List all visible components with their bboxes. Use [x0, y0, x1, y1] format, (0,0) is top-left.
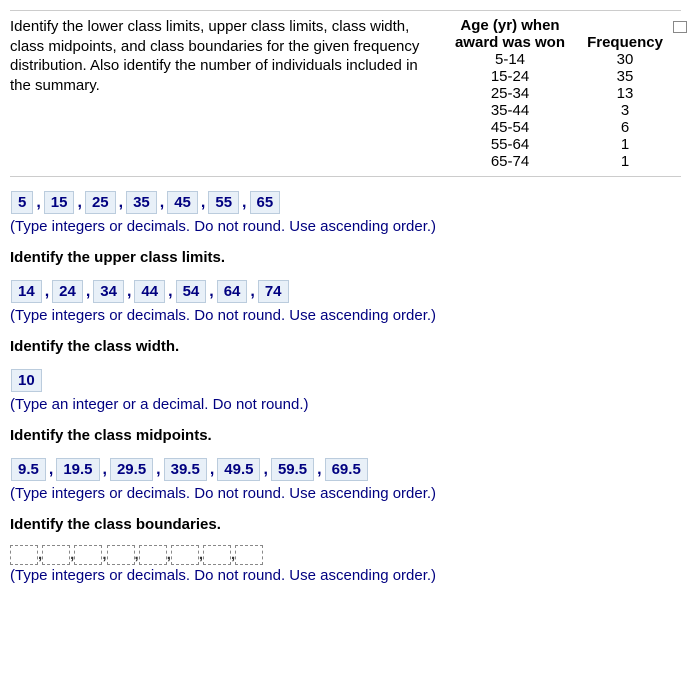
age-cell: 35-44: [445, 102, 575, 119]
separator: ,: [45, 283, 49, 300]
answer-value: 49.5: [217, 458, 260, 481]
age-cell: 25-34: [445, 85, 575, 102]
class-width-answer: 10: [10, 367, 681, 394]
separator: ,: [209, 283, 213, 300]
table-header-age: Age (yr) when award was won: [445, 17, 575, 51]
hint-text: (Type integers or decimals. Do not round…: [10, 567, 681, 584]
answer-value: 69.5: [325, 458, 368, 481]
table-row: 35-443: [445, 102, 675, 119]
separator: ,: [250, 283, 254, 300]
lower-limits-answer: 5,15,25,35,45,55,65: [10, 189, 681, 216]
table-header-frequency: Frequency: [575, 17, 675, 51]
separator: ,: [168, 283, 172, 300]
boundary-input[interactable]: [139, 545, 167, 565]
answer-value: 15: [44, 191, 75, 214]
separator: ,: [119, 194, 123, 211]
answer-value: 74: [258, 280, 289, 303]
freq-cell: 35: [575, 68, 675, 85]
boundary-input[interactable]: [107, 545, 135, 565]
boundaries-answer: ,,,,,,,: [10, 545, 681, 565]
boundary-input[interactable]: [74, 545, 102, 565]
frequency-table: Age (yr) when award was won Frequency 5-…: [445, 17, 681, 170]
separator: ,: [201, 194, 205, 211]
separator: ,: [36, 194, 40, 211]
separator: ,: [242, 194, 246, 211]
answer-value: 45: [167, 191, 198, 214]
hint-text: (Type integers or decimals. Do not round…: [10, 307, 681, 324]
separator: ,: [317, 461, 321, 478]
prompt-upper-limits: Identify the upper class limits.: [10, 249, 681, 266]
answer-value: 35: [126, 191, 157, 214]
freq-cell: 30: [575, 51, 675, 68]
popout-icon[interactable]: [673, 21, 687, 33]
hint-text: (Type integers or decimals. Do not round…: [10, 218, 681, 235]
answer-value: 65: [250, 191, 281, 214]
age-cell: 5-14: [445, 51, 575, 68]
age-cell: 15-24: [445, 68, 575, 85]
age-cell: 55-64: [445, 136, 575, 153]
table-row: 5-1430: [445, 51, 675, 68]
answer-value: 64: [217, 280, 248, 303]
answer-value: 9.5: [11, 458, 46, 481]
freq-cell: 1: [575, 153, 675, 170]
age-cell: 45-54: [445, 119, 575, 136]
freq-cell: 3: [575, 102, 675, 119]
separator: ,: [103, 461, 107, 478]
freq-cell: 1: [575, 136, 675, 153]
answer-value: 44: [134, 280, 165, 303]
table-row: 65-741: [445, 153, 675, 170]
midpoints-answer: 9.5,19.5,29.5,39.5,49.5,59.5,69.5: [10, 456, 681, 483]
hint-text: (Type integers or decimals. Do not round…: [10, 485, 681, 502]
separator: ,: [210, 461, 214, 478]
age-cell: 65-74: [445, 153, 575, 170]
answer-value: 5: [11, 191, 33, 214]
table-row: 55-641: [445, 136, 675, 153]
instructions-text: Identify the lower class limits, upper c…: [10, 17, 445, 170]
separator: ,: [49, 461, 53, 478]
prompt-midpoints: Identify the class midpoints.: [10, 427, 681, 444]
separator: ,: [127, 283, 131, 300]
table-row: 45-546: [445, 119, 675, 136]
top-section: Identify the lower class limits, upper c…: [10, 10, 681, 177]
separator: ,: [263, 461, 267, 478]
boundary-input[interactable]: [203, 545, 231, 565]
answer-value: 14: [11, 280, 42, 303]
answer-value: 10: [11, 369, 42, 392]
prompt-class-width: Identify the class width.: [10, 338, 681, 355]
boundary-input[interactable]: [42, 545, 70, 565]
answer-value: 34: [93, 280, 124, 303]
separator: ,: [86, 283, 90, 300]
freq-cell: 6: [575, 119, 675, 136]
answer-value: 59.5: [271, 458, 314, 481]
answer-value: 39.5: [164, 458, 207, 481]
answer-value: 25: [85, 191, 116, 214]
boundary-input[interactable]: [171, 545, 199, 565]
boundary-input[interactable]: [235, 545, 263, 565]
boundary-input[interactable]: [10, 545, 38, 565]
answer-value: 29.5: [110, 458, 153, 481]
freq-cell: 13: [575, 85, 675, 102]
separator: ,: [160, 194, 164, 211]
answer-value: 19.5: [56, 458, 99, 481]
table-row: 15-2435: [445, 68, 675, 85]
hint-text: (Type an integer or a decimal. Do not ro…: [10, 396, 681, 413]
table-row: 25-3413: [445, 85, 675, 102]
answer-value: 54: [176, 280, 207, 303]
answer-value: 55: [208, 191, 239, 214]
separator: ,: [77, 194, 81, 211]
separator: ,: [156, 461, 160, 478]
prompt-boundaries: Identify the class boundaries.: [10, 516, 681, 533]
answer-value: 24: [52, 280, 83, 303]
upper-limits-answer: 14,24,34,44,54,64,74: [10, 278, 681, 305]
